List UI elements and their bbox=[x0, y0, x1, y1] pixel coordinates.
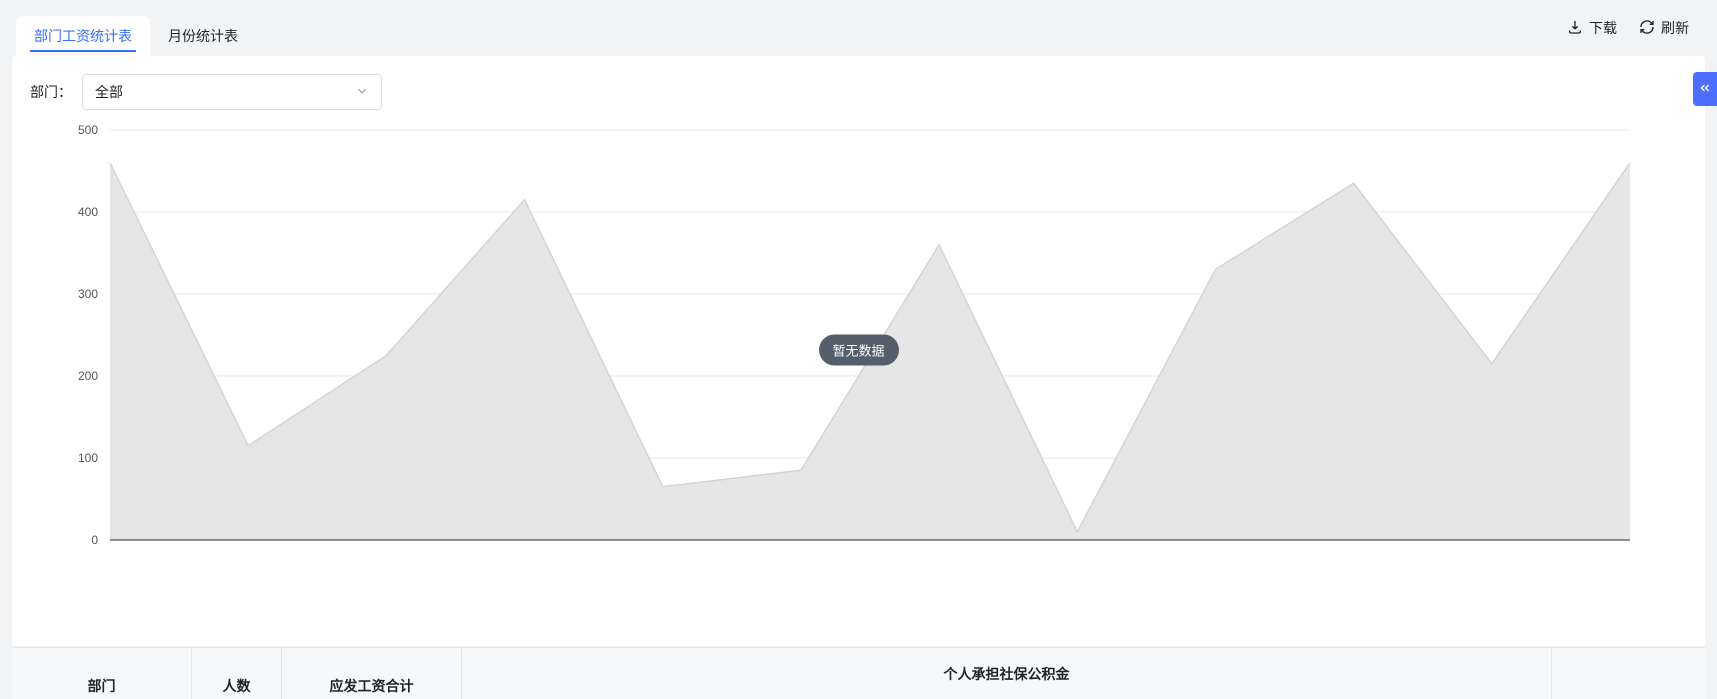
department-select[interactable]: 全部 bbox=[82, 74, 382, 110]
th-trailing bbox=[1552, 648, 1705, 699]
chevron-down-icon bbox=[355, 84, 369, 101]
chevron-double-left-icon bbox=[1698, 81, 1712, 98]
refresh-icon bbox=[1639, 19, 1655, 38]
svg-text:300: 300 bbox=[78, 287, 98, 301]
collapse-handle[interactable] bbox=[1693, 72, 1717, 106]
svg-text:500: 500 bbox=[78, 123, 98, 137]
area-chart: 0 100 200 300 400 500 bbox=[30, 120, 1650, 560]
tab-department-salary[interactable]: 部门工资统计表 bbox=[16, 16, 150, 56]
svg-text:400: 400 bbox=[78, 205, 98, 219]
filter-row: 部门： 全部 bbox=[30, 74, 1687, 110]
th-headcount: 人数 bbox=[192, 648, 282, 699]
topbar: 部门工资统计表 月份统计表 下载 刷新 bbox=[0, 0, 1717, 56]
th-group-personal-ssf: 个人承担社保公积金 bbox=[462, 648, 1552, 699]
tab-month-stats[interactable]: 月份统计表 bbox=[150, 16, 256, 56]
refresh-label: 刷新 bbox=[1661, 18, 1689, 38]
chart-area: 0100200300400500 暂无数据 bbox=[30, 120, 1687, 580]
download-button[interactable]: 下载 bbox=[1567, 18, 1617, 38]
svg-text:0: 0 bbox=[91, 533, 98, 547]
filter-label: 部门： bbox=[30, 82, 72, 102]
download-label: 下载 bbox=[1589, 18, 1617, 38]
table-header: 部门 人数 应发工资合计 个人承担社保公积金 bbox=[12, 647, 1705, 699]
th-gross-salary: 应发工资合计 bbox=[282, 648, 462, 699]
svg-text:200: 200 bbox=[78, 369, 98, 383]
main-panel: 部门： 全部 0100200300400500 暂无数据 bbox=[12, 56, 1705, 646]
topbar-actions: 下载 刷新 bbox=[1567, 18, 1689, 38]
download-icon bbox=[1567, 19, 1583, 38]
th-department: 部门 bbox=[12, 648, 192, 699]
select-value: 全部 bbox=[95, 82, 123, 102]
refresh-button[interactable]: 刷新 bbox=[1639, 18, 1689, 38]
tabs: 部门工资统计表 月份统计表 bbox=[16, 0, 256, 56]
svg-text:100: 100 bbox=[78, 451, 98, 465]
